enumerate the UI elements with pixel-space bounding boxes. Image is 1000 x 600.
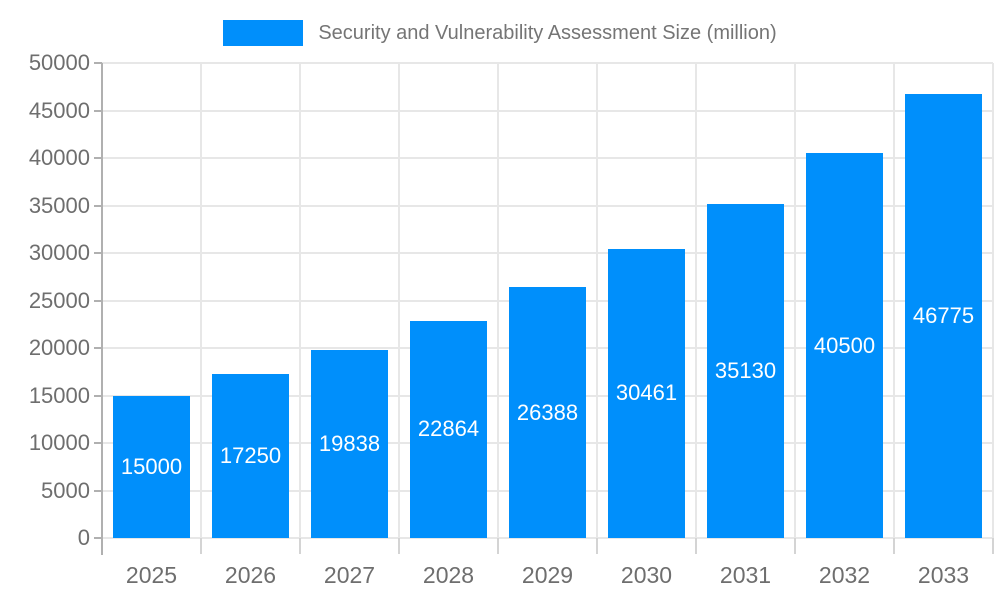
x-axis-tick [200,538,202,554]
h-gridline [102,252,993,254]
y-axis-label: 50000 [28,50,90,75]
v-gridline [200,63,202,538]
bar-value-label: 15000 [120,453,183,479]
x-axis-label: 2025 [125,562,178,588]
y-axis-label: 30000 [28,240,90,265]
x-axis-tick [695,538,697,554]
y-axis-label: 45000 [28,97,90,123]
v-gridline [992,63,994,538]
y-axis-label: 40000 [28,145,90,170]
bar: 22864 [410,320,487,538]
y-axis-tick [94,299,102,302]
y-axis-label: 5000 [41,477,90,503]
bar-value-label: 17250 [219,443,282,469]
x-axis-tick [596,538,598,554]
v-gridline [299,63,301,538]
v-gridline [398,63,400,538]
bar-value-label: 35130 [714,358,777,384]
v-gridline [695,63,697,538]
x-axis-tick [497,538,499,554]
y-axis-label: 25000 [28,287,90,313]
y-axis-label: 0 [77,525,90,550]
x-axis-label: 2031 [719,562,772,588]
y-axis-line [101,63,103,555]
y-axis-tick [94,252,102,254]
x-axis-label: 2030 [620,562,673,588]
bar: 15000 [113,395,190,538]
bar-value-label: 26388 [516,399,579,425]
y-axis-tick [94,537,102,539]
x-axis-label: 2027 [323,562,376,588]
x-axis-label: 2026 [224,562,277,588]
y-axis-label: 35000 [28,192,90,218]
bar-value-label: 19838 [318,430,381,456]
x-axis-label: 2032 [818,562,871,588]
y-axis-tick [94,394,102,397]
bar-value-label: 22864 [417,416,480,442]
y-axis-tick [94,62,102,64]
bar: 19838 [311,349,388,538]
y-axis-tick [94,157,102,159]
x-axis-tick [893,538,895,554]
v-gridline [497,63,499,538]
y-axis-label: 15000 [28,382,90,408]
h-gridline [102,204,993,207]
x-axis-label: 2033 [917,562,970,588]
x-axis-label: 2029 [521,562,574,588]
legend-swatch [223,20,304,46]
bar-value-label: 40500 [813,332,876,358]
legend[interactable]: Security and Vulnerability Assessment Si… [0,18,1000,48]
bar: 40500 [806,153,883,538]
y-axis-label: 20000 [28,335,90,360]
y-axis-tick [94,109,102,112]
v-gridline [794,63,796,538]
y-axis-tick [94,442,102,444]
x-axis-label: 2028 [422,562,475,588]
x-axis-tick [299,538,301,554]
h-gridline [102,537,993,539]
y-axis-label: 10000 [28,430,90,455]
bar: 17250 [212,374,289,538]
legend-label: Security and Vulnerability Assessment Si… [318,21,777,44]
y-axis-tick [94,204,102,207]
v-gridline [596,63,598,538]
bar: 30461 [608,248,685,538]
h-gridline [102,109,993,112]
bar: 35130 [707,204,784,538]
bar-value-label: 30461 [615,380,678,406]
h-gridline [102,157,993,159]
y-axis-tick [94,347,102,349]
x-axis-tick [794,538,796,554]
x-axis-tick [398,538,400,554]
y-axis-tick [94,489,102,492]
bar: 46775 [905,93,982,538]
bar: 26388 [509,287,586,538]
v-gridline [893,63,895,538]
h-gridline [102,62,993,64]
bar-value-label: 46775 [912,302,975,328]
x-axis-tick [992,538,994,554]
